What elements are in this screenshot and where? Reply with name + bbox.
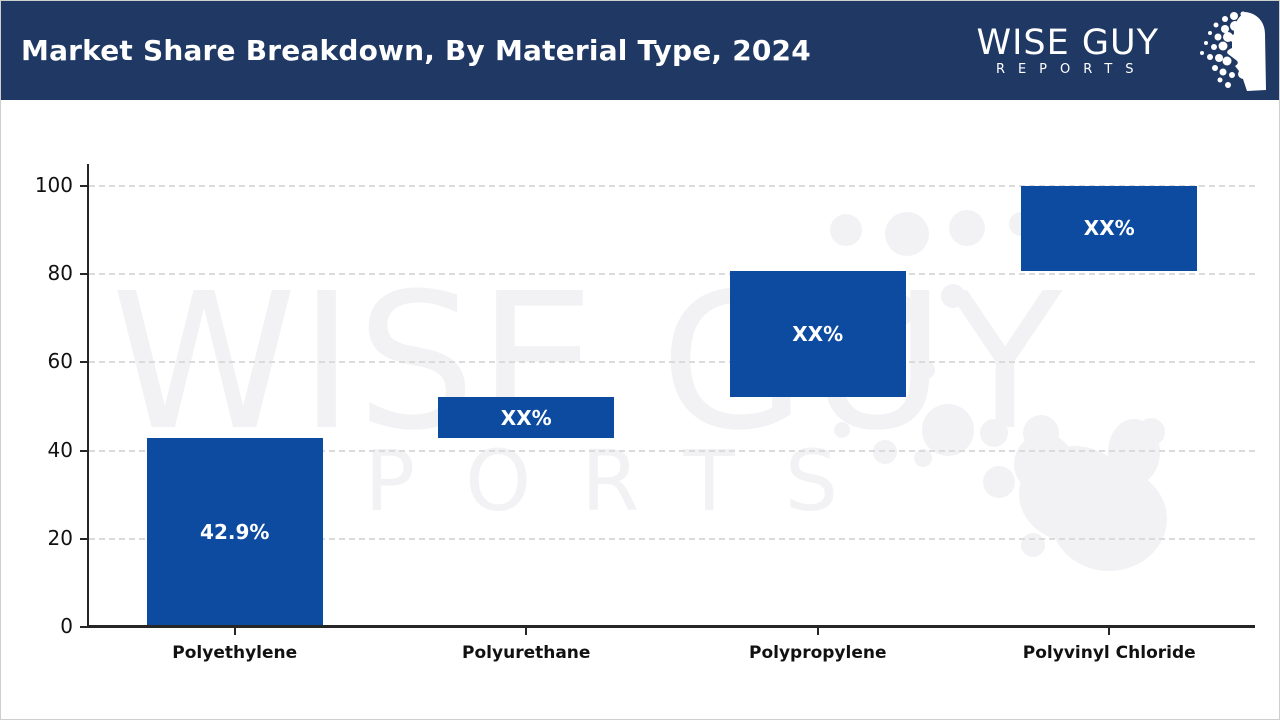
bar-polyvinyl-chloride: XX% [1021,186,1198,271]
x-tick-1 [525,628,528,635]
x-tick-0 [233,628,236,635]
gridline-60 [89,361,1255,364]
x-category-label: Polypropylene [748,643,887,663]
y-tick-label: 100 [34,173,73,197]
x-category-label: Polyurethane [462,643,591,663]
y-tick-60 [80,361,87,364]
y-tick-label: 60 [47,349,73,374]
logo-subtitle: REPORTS [995,61,1147,77]
bar-value-label: XX% [500,405,552,430]
y-tick-label: 80 [47,261,73,286]
y-tick-40 [80,449,87,452]
gridline-100 [89,185,1255,187]
x-axis-line [87,625,1255,628]
bar-polyethylene: 42.9% [146,437,323,627]
y-tick-label: 40 [47,437,73,462]
x-tick-3 [1108,628,1111,635]
logo-text: WISE GUY REPORTS [976,24,1159,77]
gridline-20 [89,537,1255,540]
gridline-40 [89,449,1255,452]
bar-polyurethane: XX% [438,397,615,438]
y-tick-20 [80,537,87,540]
logo-wordmark: WISE GUY [976,23,1159,64]
plot-area: 0 20 40 60 80 100 42.9% Polyethylene XX% Polyuret… [35,164,1255,663]
bar-value-label: 42.9% [200,520,270,545]
x-category-label: Polyethylene [172,643,298,663]
y-axis-line [87,164,89,628]
header-band: Market Share Breakdown, By Material Type… [1,1,1279,100]
wise-guy-reports-logo: WISE GUY REPORTS [976,9,1269,93]
y-tick-80 [80,273,87,276]
y-tick-100 [80,185,87,187]
y-tick-label: 20 [47,525,73,550]
bar-value-label: XX% [792,321,844,346]
x-category-label: Polyvinyl Chloride [1022,643,1196,663]
y-tick-0 [80,626,87,628]
chart-title: Market Share Breakdown, By Material Type… [21,34,811,67]
gridline-80 [89,273,1255,276]
x-tick-2 [816,628,819,635]
bar-polypropylene: XX% [729,270,906,398]
y-tick-label: 0 [60,614,73,638]
dotted-head-profile-icon [1200,11,1266,91]
bar-value-label: XX% [1083,216,1135,241]
